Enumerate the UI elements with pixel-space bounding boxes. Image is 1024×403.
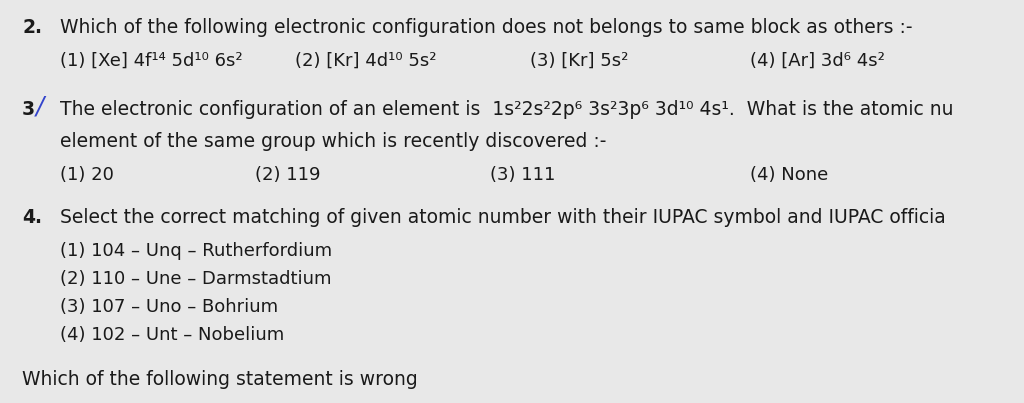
Text: (3) [Kr] 5s²: (3) [Kr] 5s² — [530, 52, 629, 70]
Text: Select the correct matching of given atomic number with their IUPAC symbol and I: Select the correct matching of given ato… — [60, 208, 946, 227]
Text: Which of the following electronic configuration does not belongs to same block a: Which of the following electronic config… — [60, 18, 912, 37]
Text: 4.: 4. — [22, 208, 42, 227]
Text: 3: 3 — [22, 100, 35, 119]
Text: element of the same group which is recently discovered :-: element of the same group which is recen… — [60, 132, 606, 151]
Text: (4) None: (4) None — [750, 166, 828, 184]
Text: The electronic configuration of an element is  1s²2s²2p⁶ 3s²3p⁶ 3d¹⁰ 4s¹.  What : The electronic configuration of an eleme… — [60, 100, 953, 119]
Text: 2.: 2. — [22, 18, 42, 37]
Text: (4) [Ar] 3d⁶ 4s²: (4) [Ar] 3d⁶ 4s² — [750, 52, 885, 70]
Text: (1) 20: (1) 20 — [60, 166, 114, 184]
Text: (3) 111: (3) 111 — [490, 166, 555, 184]
Text: (1) [Xe] 4f¹⁴ 5d¹⁰ 6s²: (1) [Xe] 4f¹⁴ 5d¹⁰ 6s² — [60, 52, 243, 70]
Text: (2) 119: (2) 119 — [255, 166, 321, 184]
Text: /: / — [36, 95, 44, 119]
Text: (3) 107 – Uno – Bohrium: (3) 107 – Uno – Bohrium — [60, 298, 279, 316]
Text: (2) 110 – Une – Darmstadtium: (2) 110 – Une – Darmstadtium — [60, 270, 332, 288]
Text: (2) [Kr] 4d¹⁰ 5s²: (2) [Kr] 4d¹⁰ 5s² — [295, 52, 436, 70]
Text: (1) 104 – Unq – Rutherfordium: (1) 104 – Unq – Rutherfordium — [60, 242, 332, 260]
Text: Which of the following statement is wrong: Which of the following statement is wron… — [22, 370, 418, 389]
Text: (4) 102 – Unt – Nobelium: (4) 102 – Unt – Nobelium — [60, 326, 285, 344]
